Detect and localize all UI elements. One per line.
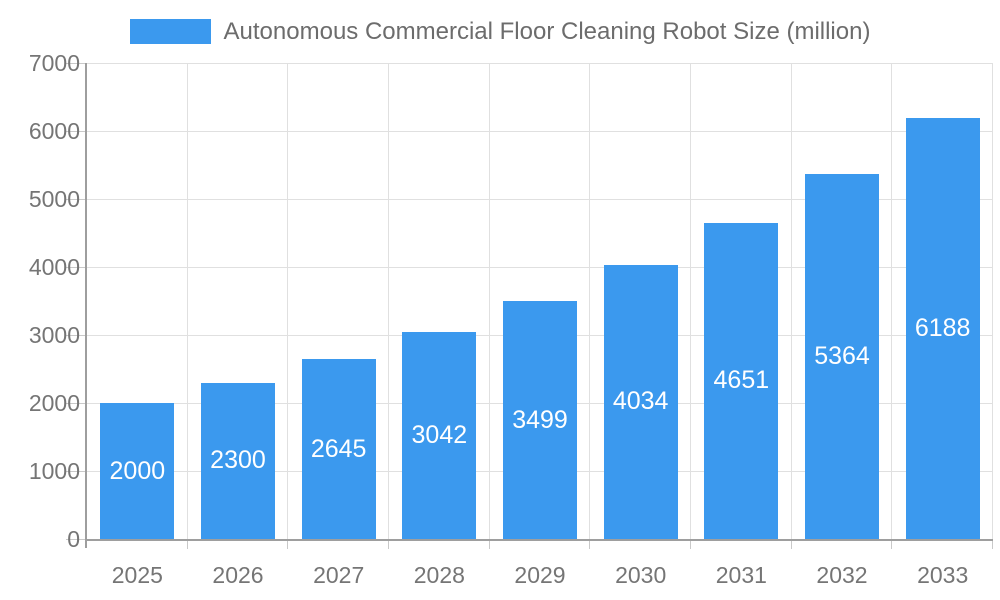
x-tick (790, 540, 792, 549)
y-tick (66, 267, 85, 269)
y-tick (66, 131, 85, 132)
x-tick (689, 540, 691, 549)
legend-swatch (129, 19, 211, 44)
x-axis-label: 2026 (212, 562, 264, 588)
x-axis-label: 2025 (111, 562, 163, 588)
v-gridline (992, 63, 993, 539)
bar-value-label: 4651 (713, 366, 770, 395)
y-axis-label: 4000 (28, 254, 80, 280)
bar-value-label: 5364 (814, 342, 870, 371)
bar-value-label: 3499 (512, 405, 568, 434)
y-axis-label: 7000 (28, 50, 80, 76)
x-tick (589, 540, 591, 549)
h-gridline (87, 63, 993, 64)
bar-value-label: 6188 (914, 314, 971, 343)
h-gridline (87, 267, 993, 269)
y-tick (66, 403, 85, 405)
bar[interactable]: 3042 (402, 332, 477, 539)
y-axis-label: 2000 (28, 390, 80, 416)
x-axis-label: 2029 (514, 562, 566, 588)
x-axis-label: 2031 (715, 562, 767, 588)
y-axis-label: 3000 (28, 322, 80, 348)
y-axis-label: 6000 (28, 118, 80, 144)
y-axis-label: 0 (67, 526, 80, 552)
x-axis-label: 2033 (917, 562, 969, 588)
y-axis-label: 1000 (28, 458, 80, 484)
bar[interactable]: 2645 (301, 359, 376, 539)
x-axis-label: 2028 (413, 562, 465, 588)
bar[interactable]: 4034 (603, 264, 678, 539)
v-gridline (589, 63, 591, 539)
y-tick (66, 335, 85, 336)
bar-value-label: 2300 (210, 446, 266, 475)
x-tick (992, 540, 993, 549)
h-gridline (87, 199, 993, 200)
bar-value-label: 4034 (612, 387, 669, 416)
v-gridline (387, 63, 389, 539)
y-axis-label: 5000 (28, 186, 80, 212)
x-tick (387, 540, 389, 549)
x-tick (186, 540, 188, 549)
bar-value-label: 2000 (109, 456, 166, 485)
v-gridline (186, 63, 188, 539)
bar[interactable]: 2000 (100, 403, 175, 539)
x-axis-label: 2030 (615, 562, 667, 588)
v-gridline (488, 63, 490, 539)
legend-label: Autonomous Commercial Floor Cleaning Rob… (223, 18, 871, 45)
y-tick (66, 199, 85, 200)
h-gridline (87, 131, 993, 132)
legend-item[interactable]: Autonomous Commercial Floor Cleaning Rob… (0, 18, 1000, 45)
x-tick (891, 540, 893, 549)
bar[interactable]: 6188 (905, 118, 980, 539)
v-gridline (287, 63, 289, 539)
plot-area: 2000 2300 2645 3042 3499 4034 4651 5364 6188 (66, 63, 993, 549)
v-gridline (891, 63, 893, 539)
bar[interactable]: 4651 (704, 222, 779, 539)
bar-value-label: 3042 (411, 421, 468, 450)
v-gridline (689, 63, 691, 539)
bar[interactable]: 3499 (503, 301, 577, 539)
v-gridline (790, 63, 792, 539)
y-tick (66, 63, 85, 64)
x-tick (488, 540, 490, 549)
y-tick (66, 539, 85, 540)
x-axis-label: 2027 (313, 562, 365, 588)
x-axis-label: 2032 (816, 562, 868, 588)
bar-value-label: 2645 (310, 434, 367, 463)
bar[interactable]: 5364 (805, 174, 879, 539)
x-tick (287, 540, 289, 549)
bar[interactable]: 2300 (200, 382, 275, 539)
x-axis-line (85, 539, 993, 541)
y-tick (66, 471, 85, 473)
y-axis-line (85, 63, 87, 548)
